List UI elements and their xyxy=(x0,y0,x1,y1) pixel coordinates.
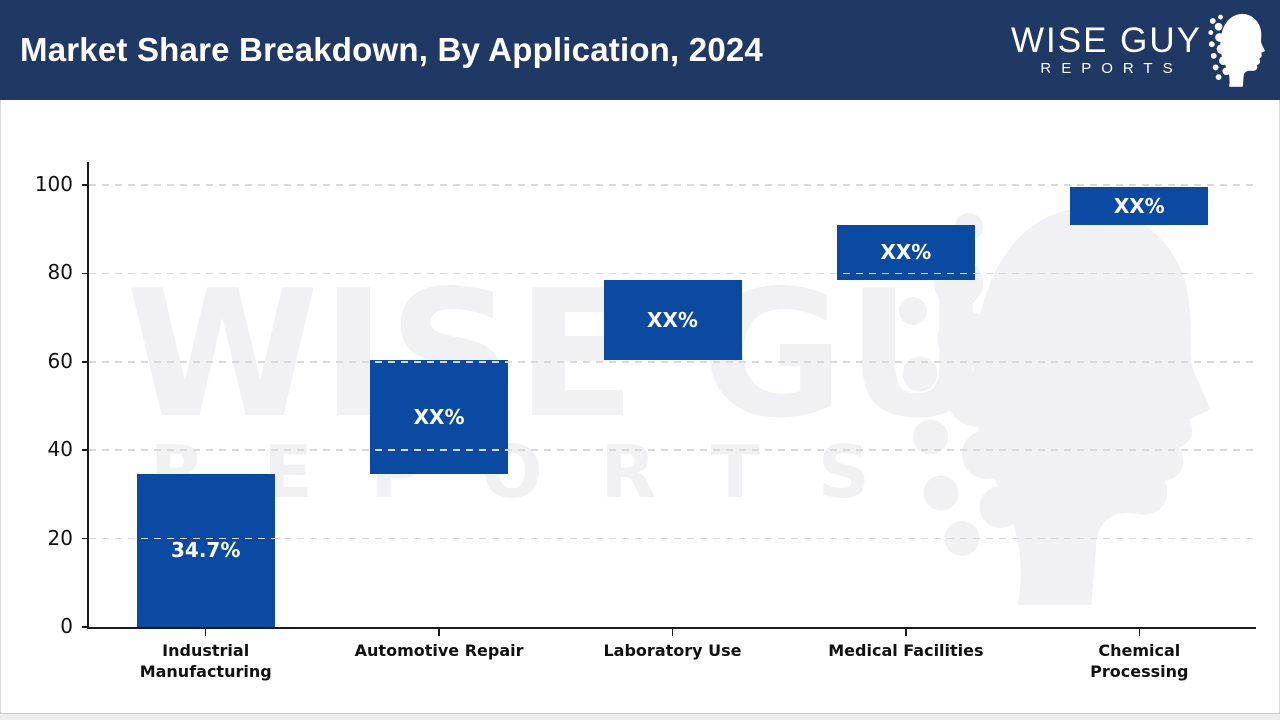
bar: XX% xyxy=(370,359,509,474)
y-tick-label: 100 xyxy=(34,172,73,196)
y-tick-label: 20 xyxy=(47,525,73,550)
y-tick xyxy=(82,272,89,275)
logo: WISE GUY REPORTS xyxy=(1011,6,1266,94)
x-axis-line xyxy=(87,627,1256,629)
gridline xyxy=(89,184,1256,186)
bar: 34.7% xyxy=(136,473,275,627)
y-tick-label: 60 xyxy=(47,348,73,373)
x-tick xyxy=(438,629,440,636)
x-category-label: Chemical Processing xyxy=(1090,641,1189,681)
x-category-label: Automotive Repair xyxy=(354,641,524,660)
logo-head-icon xyxy=(1208,13,1266,87)
y-tick xyxy=(82,361,89,363)
header-bar: Market Share Breakdown, By Application, … xyxy=(0,0,1280,100)
x-tick xyxy=(905,629,907,636)
y-tick xyxy=(82,537,89,540)
y-tick-label: 80 xyxy=(47,260,73,285)
bar-value-label: XX% xyxy=(1113,193,1165,218)
x-tick xyxy=(204,629,207,636)
x-category-label: Laboratory Use xyxy=(603,641,742,660)
x-tick xyxy=(1138,629,1141,636)
bar-value-label: XX% xyxy=(880,240,932,265)
footer-strip xyxy=(0,713,1280,720)
logo-wordmark: WISE GUY xyxy=(1010,20,1202,60)
gridline xyxy=(89,361,1256,363)
y-axis-line xyxy=(87,161,89,629)
gridline xyxy=(89,449,1256,451)
bar-value-label: XX% xyxy=(413,404,465,429)
y-tick-label: 0 xyxy=(60,614,73,638)
gridline xyxy=(89,272,1256,275)
bar: XX% xyxy=(836,224,975,281)
bar-value-label: 34.7% xyxy=(170,538,241,563)
bar: XX% xyxy=(1070,187,1209,225)
left-border xyxy=(0,100,1,720)
x-tick xyxy=(671,629,674,636)
y-tick-label: 40 xyxy=(47,437,73,462)
y-tick xyxy=(82,626,89,628)
bar-value-label: XX% xyxy=(647,307,698,332)
bar: XX% xyxy=(603,280,742,360)
gridline xyxy=(89,537,1256,540)
page-title: Market Share Breakdown, By Application, … xyxy=(20,31,763,68)
y-tick xyxy=(82,449,89,451)
y-tick xyxy=(82,184,89,186)
x-category-label: Medical Facilities xyxy=(828,641,984,660)
x-category-label: Industrial Manufacturing xyxy=(139,641,272,681)
logo-reports-label: REPORTS xyxy=(1040,60,1183,78)
